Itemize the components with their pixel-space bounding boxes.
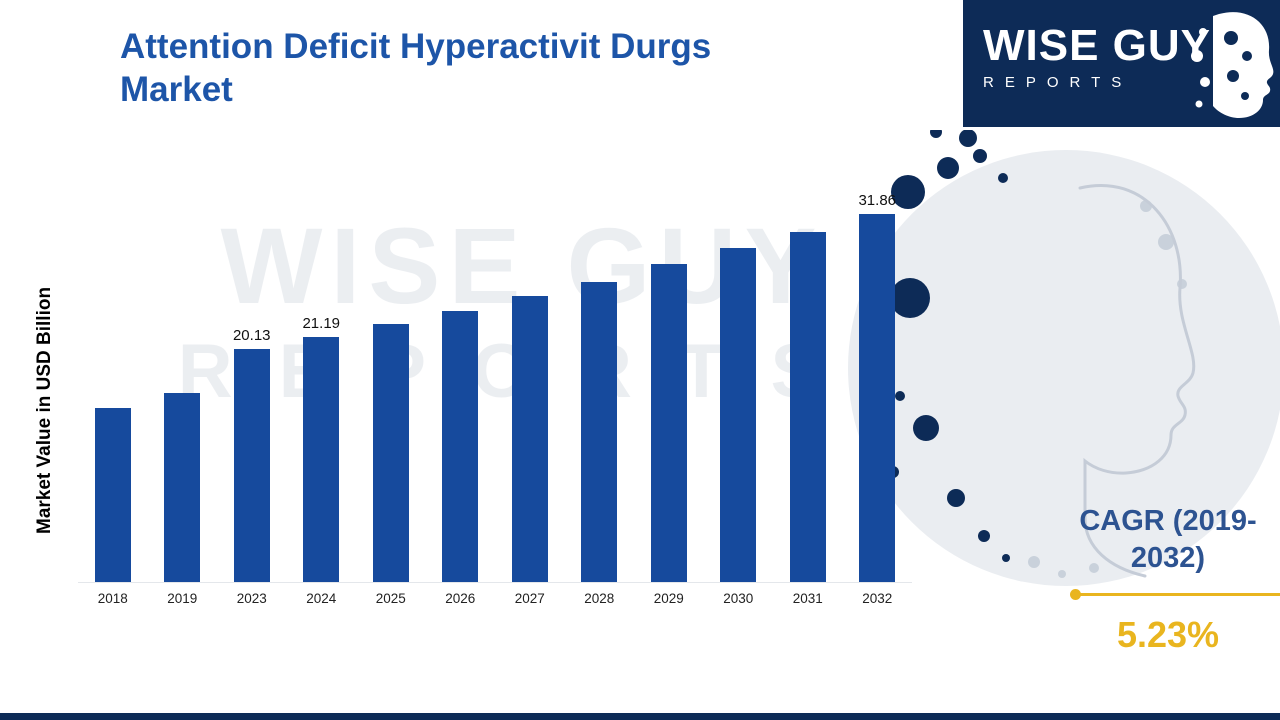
bar-group-2023: 20.13 2023 bbox=[217, 160, 287, 606]
bars-plot-area: 2018 2019 20.13 2023 21.19 2024 2025 2026 2027 20… bbox=[78, 160, 913, 606]
bar-2023 bbox=[233, 349, 270, 582]
face-profile-outline bbox=[1078, 184, 1196, 578]
bar-group-2028: 2028 bbox=[565, 160, 635, 606]
x-tick-label: 2027 bbox=[514, 591, 545, 606]
logo-subtitle: REPORTS bbox=[983, 74, 1133, 91]
bar-group-2032: 31.86 2032 bbox=[843, 160, 913, 606]
bar-group-2027: 2027 bbox=[495, 160, 565, 606]
decorative-circle bbox=[848, 150, 1280, 586]
bar-2030 bbox=[720, 248, 757, 582]
cagr-label: CAGR (2019-2032) bbox=[1079, 505, 1257, 575]
x-tick-label: 2031 bbox=[792, 591, 823, 606]
bar-group-2018: 2018 bbox=[78, 160, 148, 606]
divider-dot-icon bbox=[1070, 589, 1081, 601]
x-tick-label: 2025 bbox=[375, 591, 406, 606]
bar-2032 bbox=[859, 214, 896, 582]
bar-group-2025: 2025 bbox=[356, 160, 426, 606]
cagr-value: 5.23% bbox=[1116, 614, 1220, 656]
watermark-subtitle: REPORTS bbox=[100, 334, 945, 410]
bar-group-2019: 2019 bbox=[148, 160, 218, 606]
x-tick-label: 2030 bbox=[723, 591, 754, 606]
bar-2026 bbox=[442, 311, 479, 582]
logo: WISE GUY REPORTS bbox=[963, 0, 1280, 127]
bar-chart: 2018 2019 20.13 2023 21.19 2024 2025 2026 2027 20… bbox=[78, 160, 913, 606]
bar-group-2031: 2031 bbox=[773, 160, 843, 606]
x-tick-label: 2029 bbox=[653, 591, 684, 606]
logo-face-icon bbox=[1191, 12, 1274, 118]
bar-value-label: 20.13 bbox=[232, 327, 271, 344]
x-tick-label: 2032 bbox=[862, 591, 893, 606]
bar-2018 bbox=[94, 408, 131, 582]
y-axis-label: Market Value in USD Billion bbox=[34, 286, 55, 535]
bar-group-2024: 21.19 2024 bbox=[287, 160, 357, 606]
bar-value-label: 21.19 bbox=[302, 315, 341, 332]
bar-2031 bbox=[789, 232, 826, 582]
x-tick-label: 2019 bbox=[167, 591, 198, 606]
x-tick-label: 2028 bbox=[584, 591, 615, 606]
bar-2019 bbox=[164, 393, 201, 582]
bar-value-label: 31.86 bbox=[858, 192, 897, 209]
x-tick-label: 2018 bbox=[97, 591, 128, 606]
bar-2027 bbox=[511, 296, 548, 582]
page-title: Attention Deficit Hyperactivit Durgs Mar… bbox=[120, 27, 712, 109]
x-tick-label: 2024 bbox=[306, 591, 337, 606]
bar-2025 bbox=[372, 324, 409, 582]
logo-wordmark: WISE GUY bbox=[983, 21, 1212, 70]
bar-group-2026: 2026 bbox=[426, 160, 496, 606]
cagr-divider bbox=[1070, 589, 1280, 601]
bottom-bar bbox=[0, 713, 1280, 720]
x-tick-label: 2026 bbox=[445, 591, 476, 606]
bar-2029 bbox=[650, 264, 687, 582]
cagr-block: CAGR (2019-2032) 5.23% bbox=[1056, 503, 1280, 656]
bar-group-2029: 2029 bbox=[634, 160, 704, 606]
bar-2028 bbox=[581, 282, 618, 582]
bar-2024 bbox=[303, 337, 340, 582]
bar-group-2030: 2030 bbox=[704, 160, 774, 606]
x-tick-label: 2023 bbox=[236, 591, 267, 606]
